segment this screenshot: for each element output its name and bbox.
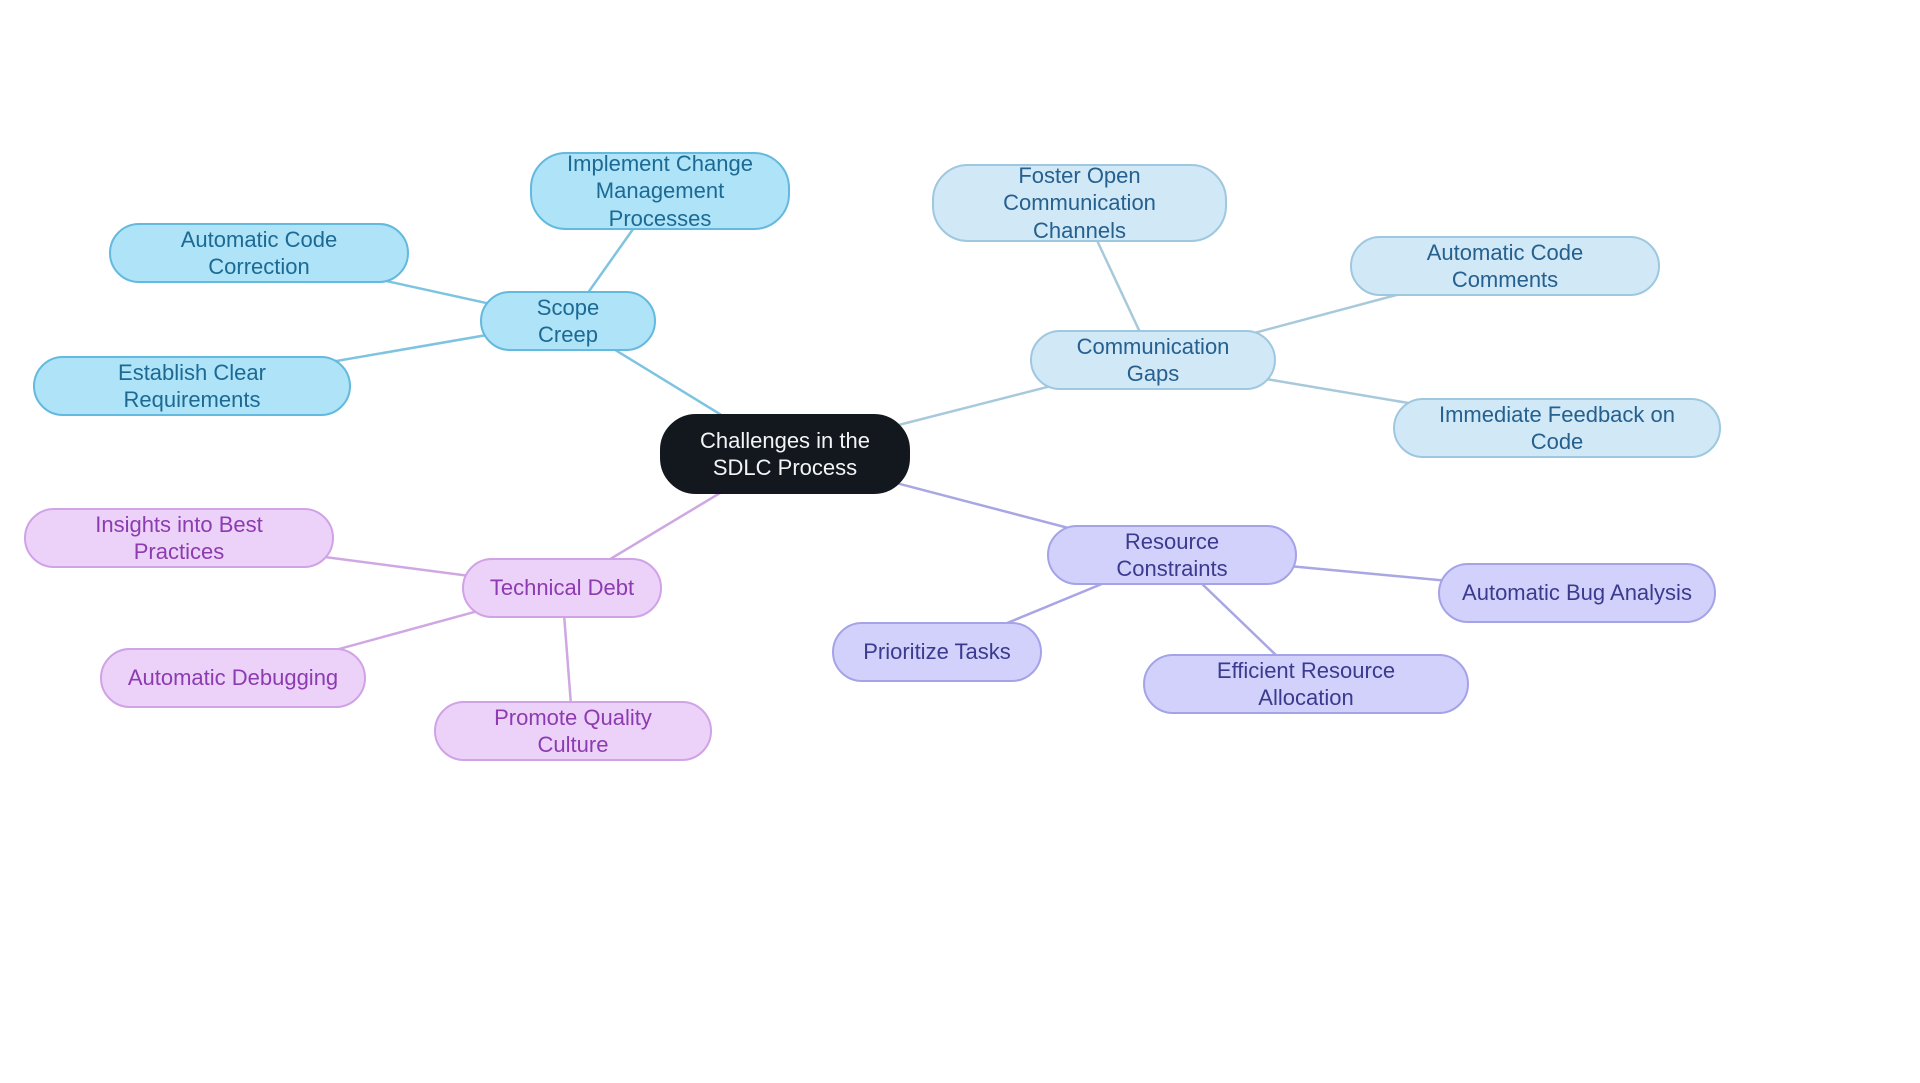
leaf-tech-c3: Promote Quality Culture (434, 701, 712, 761)
leaf-tech-c2: Automatic Debugging (100, 648, 366, 708)
leaf-comm-c3: Immediate Feedback on Code (1393, 398, 1721, 458)
leaf-res-c3: Efficient Resource Allocation (1143, 654, 1469, 714)
leaf-scope-c2: Automatic Code Correction (109, 223, 409, 283)
center-node: Challenges in the SDLC Process (660, 414, 910, 494)
branch-scope: Scope Creep (480, 291, 656, 351)
leaf-scope-c1: Implement Change Management Processes (530, 152, 790, 230)
branch-tech: Technical Debt (462, 558, 662, 618)
leaf-tech-c1: Insights into Best Practices (24, 508, 334, 568)
leaf-res-c1: Automatic Bug Analysis (1438, 563, 1716, 623)
branch-comm: Communication Gaps (1030, 330, 1276, 390)
leaf-comm-c1: Foster Open Communication Channels (932, 164, 1227, 242)
leaf-res-c2: Prioritize Tasks (832, 622, 1042, 682)
branch-res: Resource Constraints (1047, 525, 1297, 585)
leaf-scope-c3: Establish Clear Requirements (33, 356, 351, 416)
leaf-comm-c2: Automatic Code Comments (1350, 236, 1660, 296)
